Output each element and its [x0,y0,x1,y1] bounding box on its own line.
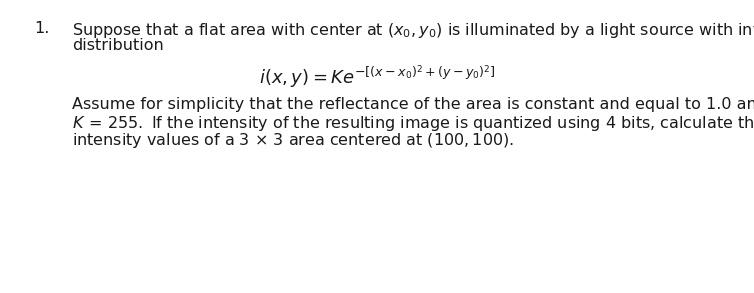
Text: intensity values of a 3 $\times$ 3 area centered at $(100, 100).$: intensity values of a 3 $\times$ 3 area … [72,131,513,150]
Text: $K\,=\,255.$ If the intensity of the resulting image is quantized using 4 bits, : $K\,=\,255.$ If the intensity of the res… [72,114,754,133]
Text: Assume for simplicity that the reflectance of the area is constant and equal to : Assume for simplicity that the reflectan… [72,97,754,112]
Text: $i(x, y) = Ke^{-[(x-x_0)^2 + (y-y_0)^2]}$: $i(x, y) = Ke^{-[(x-x_0)^2 + (y-y_0)^2]}… [259,63,495,91]
Text: Suppose that a flat area with center at $(x_0, y_0)$ is illuminated by a light s: Suppose that a flat area with center at … [72,21,754,40]
Text: 1.: 1. [34,21,49,35]
Text: distribution: distribution [72,38,164,52]
